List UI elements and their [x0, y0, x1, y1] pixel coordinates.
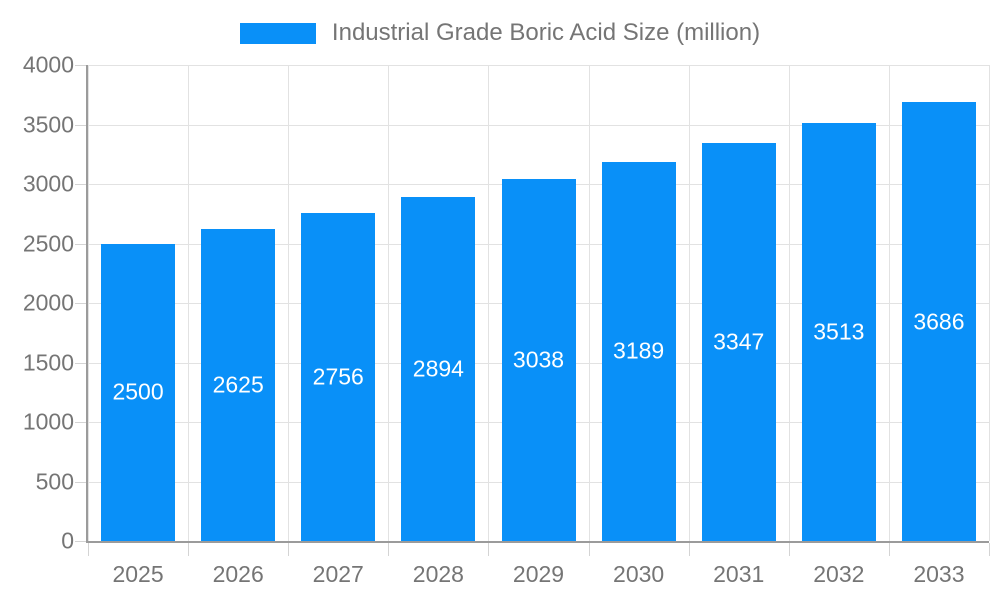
bar-value-label: 2894: [412, 355, 464, 382]
y-tick: [75, 243, 88, 245]
x-tick: [888, 543, 890, 556]
gridline-h: [88, 124, 989, 126]
bar: [801, 122, 876, 541]
y-tick-label: 500: [35, 468, 74, 494]
bar-value-label: 2625: [212, 371, 264, 398]
x-tick-label: 2031: [713, 561, 765, 587]
gridline-v: [488, 65, 490, 541]
bar: [401, 196, 476, 541]
y-tick: [75, 65, 88, 66]
gridline-v: [288, 65, 290, 541]
x-tick: [488, 543, 490, 556]
y-tick: [75, 481, 88, 483]
y-tick-label: 1500: [22, 349, 74, 375]
bar: [701, 142, 776, 541]
gridline-v: [388, 65, 390, 541]
bar: [501, 179, 576, 541]
gridline-v: [188, 65, 190, 541]
y-tick: [75, 184, 88, 185]
y-tick: [75, 124, 88, 126]
bar-value-label: 2756: [312, 363, 364, 390]
y-tick: [75, 303, 88, 304]
bar-value-label: 3513: [813, 318, 865, 345]
y-tick-label: 4000: [22, 51, 74, 78]
bar: [601, 161, 676, 541]
gridline-v: [888, 65, 890, 541]
gridline-v: [588, 65, 590, 541]
y-tick-label: 2000: [22, 289, 74, 316]
gridline-v: [88, 65, 89, 541]
y-tick: [75, 422, 88, 423]
y-tick-label: 2500: [22, 230, 74, 256]
x-tick: [288, 543, 290, 556]
x-tick-label: 2025: [112, 561, 164, 587]
x-tick: [388, 543, 390, 556]
y-tick-label: 3500: [22, 111, 74, 137]
bar-value-label: 3189: [613, 337, 665, 364]
x-tick-label: 2027: [312, 561, 364, 587]
x-tick-label: 2026: [212, 561, 264, 587]
x-tick: [88, 543, 89, 556]
bar-value-label: 3038: [512, 346, 565, 373]
gridline-v: [989, 65, 990, 541]
bar: [901, 102, 976, 541]
x-tick: [788, 543, 790, 556]
x-tick-label: 2028: [412, 561, 464, 587]
legend-swatch: [239, 22, 316, 44]
x-tick: [188, 543, 190, 556]
bar-value-label: 3686: [913, 308, 965, 335]
y-tick-label: 0: [61, 527, 74, 554]
bar: [101, 243, 176, 541]
y-tick-label: 1000: [22, 408, 74, 435]
bar-value-label: 2500: [112, 378, 164, 405]
chart-legend: Industrial Grade Boric Acid Size (millio…: [0, 18, 1000, 48]
x-tick-label: 2029: [512, 561, 565, 587]
x-axis-line: [86, 541, 989, 543]
bar: [301, 213, 376, 541]
bar-value-label: 3347: [713, 328, 765, 355]
legend-label: Industrial Grade Boric Acid Size (millio…: [331, 19, 761, 46]
y-tick: [75, 362, 88, 364]
y-tick: [75, 541, 88, 542]
x-tick-label: 2033: [913, 561, 965, 587]
x-tick: [989, 543, 990, 556]
x-tick: [588, 543, 590, 556]
x-tick: [688, 543, 690, 556]
gridline-h: [88, 65, 989, 66]
gridline-v: [688, 65, 690, 541]
gridline-v: [788, 65, 790, 541]
x-tick-label: 2032: [813, 561, 865, 587]
y-tick-label: 3000: [22, 170, 74, 197]
y-axis-line: [86, 65, 88, 543]
bar: [201, 228, 276, 541]
x-tick-label: 2030: [613, 561, 665, 587]
